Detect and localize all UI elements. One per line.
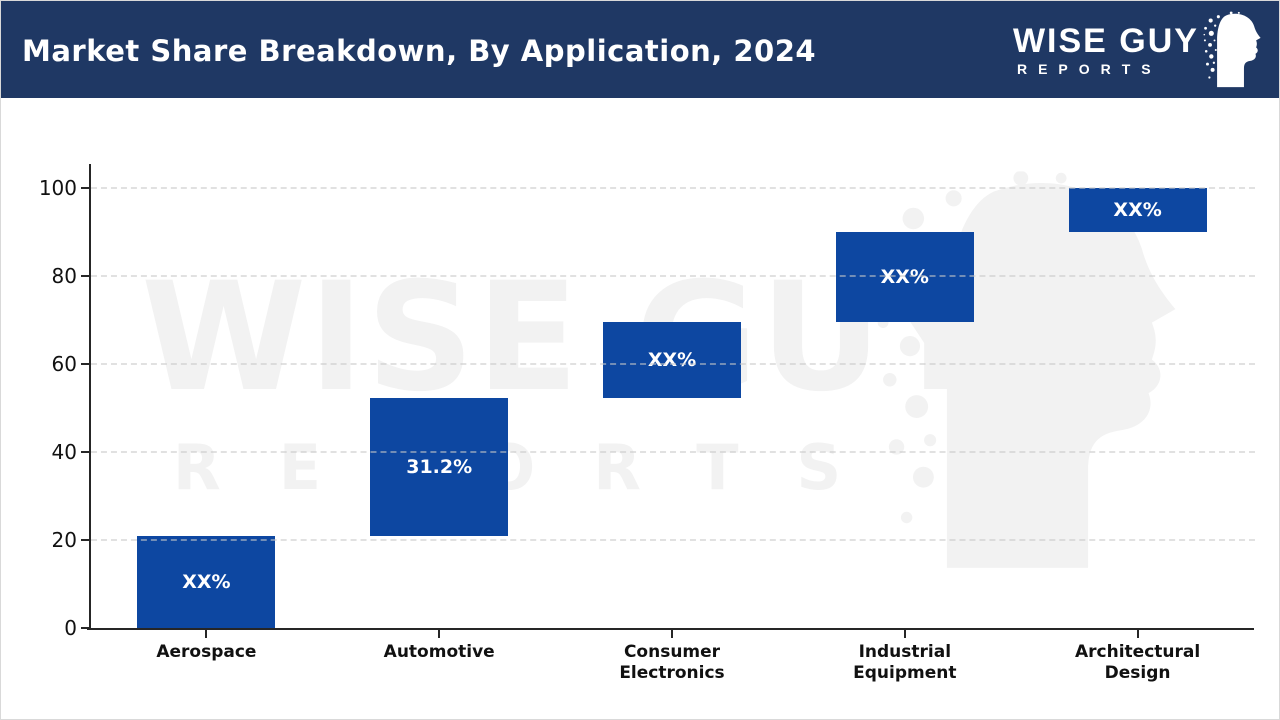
grid-line (91, 451, 1255, 454)
y-tick-label: 80 (51, 264, 77, 289)
y-axis-spine (89, 164, 91, 630)
y-tick-mark (81, 363, 90, 366)
y-tick-label: 40 (51, 440, 77, 465)
x-tick-mark (438, 630, 441, 638)
x-category-label: Architectural Design (1074, 642, 1201, 684)
y-tick-mark (81, 187, 90, 190)
logo-sub-text: REPORTS (1016, 61, 1162, 77)
x-axis-spine (87, 628, 1254, 630)
bar-value-label: XX% (647, 349, 697, 372)
x-category-label: Aerospace (156, 642, 257, 662)
x-category-label: Automotive (383, 642, 495, 662)
bar-segment: XX% (137, 535, 276, 628)
grid-line (91, 187, 1255, 190)
y-tick-label: 60 (51, 352, 77, 377)
bar-value-label: XX% (880, 266, 929, 289)
y-tick-label: 0 (64, 616, 77, 640)
wise-guy-logo: WISE GUY REPORTS (1013, 7, 1267, 93)
x-tick-mark (1136, 630, 1139, 638)
header-bar: Market Share Breakdown, By Application, … (1, 1, 1279, 98)
grid-line (91, 363, 1255, 366)
y-tick-mark (81, 451, 90, 454)
bar-value-label: XX% (1113, 199, 1162, 222)
y-tick-mark (81, 275, 90, 278)
bar-segment: XX% (835, 232, 974, 323)
x-tick-mark (671, 630, 673, 638)
x-tick-mark (903, 630, 906, 638)
x-tick-mark (205, 630, 208, 638)
bar-segment: XX% (1068, 188, 1207, 233)
grid-line (91, 539, 1255, 542)
x-category-label: Industrial Equipment (853, 642, 957, 684)
bar-segment: 31.2% (370, 398, 509, 536)
logo-brand-text: WISE GUY (1012, 22, 1199, 60)
page-title: Market Share Breakdown, By Application, … (22, 34, 817, 68)
bar-segment: XX% (603, 322, 741, 399)
y-tick-label: 100 (38, 176, 77, 201)
y-tick-label: 20 (51, 528, 77, 553)
logo-face-icon (1203, 10, 1267, 90)
grid-line (91, 275, 1255, 278)
logo-text: WISE GUY REPORTS (1013, 24, 1199, 76)
y-tick-mark (81, 627, 90, 629)
x-category-label: Consumer Electronics (619, 642, 725, 684)
bar-value-label: XX% (182, 570, 231, 593)
y-tick-mark (81, 539, 90, 542)
bar-value-label: 31.2% (406, 456, 473, 479)
